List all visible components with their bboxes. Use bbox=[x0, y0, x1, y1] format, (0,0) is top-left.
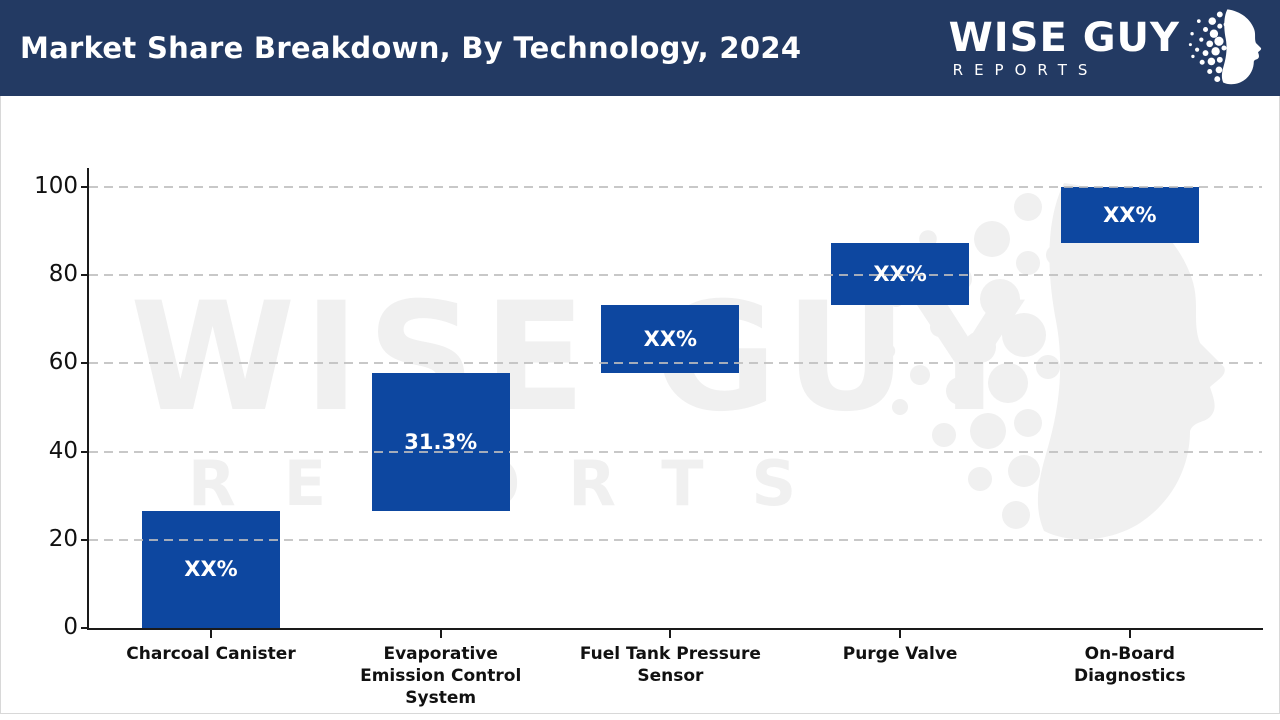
x-axis-line bbox=[87, 628, 1263, 630]
gridline bbox=[89, 274, 1262, 277]
x-tick-label: Fuel Tank Pressure Sensor bbox=[555, 643, 785, 687]
bar: XX% bbox=[831, 243, 970, 306]
x-tick-mark bbox=[669, 630, 672, 638]
y-tick-label: 20 bbox=[48, 525, 78, 552]
bar-label: XX% bbox=[643, 326, 698, 351]
bar-label: XX% bbox=[873, 262, 927, 287]
x-tick-label-line: On-Board bbox=[1084, 644, 1175, 664]
y-tick-mark bbox=[81, 362, 89, 365]
header: Market Share Breakdown, By Technology, 2… bbox=[0, 0, 1280, 96]
x-tick-label-line: Fuel Tank Pressure bbox=[579, 644, 761, 664]
gridline bbox=[89, 538, 1262, 541]
x-tick-label: Evaporative Emission Control System bbox=[326, 643, 556, 709]
bar: XX% bbox=[1060, 187, 1199, 243]
bar-label: XX% bbox=[1103, 203, 1157, 227]
bar-label: XX% bbox=[184, 557, 238, 582]
y-tick-mark bbox=[81, 274, 89, 277]
y-tick-mark bbox=[81, 627, 89, 629]
x-tick-mark bbox=[210, 630, 212, 638]
logo-text: WISE GUY REPORTS bbox=[949, 18, 1180, 79]
x-tick-label-line: System bbox=[405, 688, 477, 709]
logo-face-icon bbox=[1188, 9, 1262, 85]
y-tick-mark bbox=[81, 186, 89, 188]
y-tick-mark bbox=[81, 450, 89, 453]
bar: XX% bbox=[142, 510, 280, 628]
logo: WISE GUY REPORTS bbox=[949, 6, 1266, 90]
y-tick-mark bbox=[81, 538, 89, 541]
x-tick-mark bbox=[1128, 630, 1131, 638]
gridline bbox=[89, 362, 1262, 365]
x-tick-label: Purge Valve bbox=[785, 643, 1015, 665]
x-tick-label-line: Diagnostics bbox=[1073, 666, 1186, 687]
bar: XX% bbox=[601, 305, 740, 373]
bar: 31.3% bbox=[371, 372, 510, 511]
x-tick-label-line: Sensor bbox=[637, 666, 704, 687]
x-tick-label-line: Emission Control bbox=[360, 666, 522, 687]
x-tick-label-line: Charcoal Canister bbox=[126, 644, 296, 664]
y-tick-label: 40 bbox=[48, 437, 78, 464]
logo-wordmark: WISE GUY bbox=[948, 14, 1180, 61]
x-tick-label: On-Board Diagnostics bbox=[1015, 643, 1245, 687]
gridline bbox=[89, 186, 1262, 188]
x-tick-mark bbox=[439, 630, 442, 638]
x-tick-mark bbox=[899, 630, 902, 638]
y-axis-line bbox=[87, 168, 89, 630]
y-tick-label: 80 bbox=[48, 261, 78, 288]
x-tick-label: Charcoal Canister bbox=[96, 643, 326, 665]
y-tick-label: 0 bbox=[63, 614, 78, 640]
chart-title: Market Share Breakdown, By Technology, 2… bbox=[20, 31, 802, 65]
y-tick-label: 100 bbox=[34, 173, 78, 199]
x-tick-label-line: Evaporative bbox=[383, 644, 498, 664]
gridline bbox=[89, 450, 1262, 453]
logo-subtext: REPORTS bbox=[952, 60, 1099, 79]
y-tick-label: 60 bbox=[48, 349, 78, 376]
bar-label: 31.3% bbox=[404, 429, 478, 454]
x-tick-label-line: Purge Valve bbox=[842, 644, 958, 664]
